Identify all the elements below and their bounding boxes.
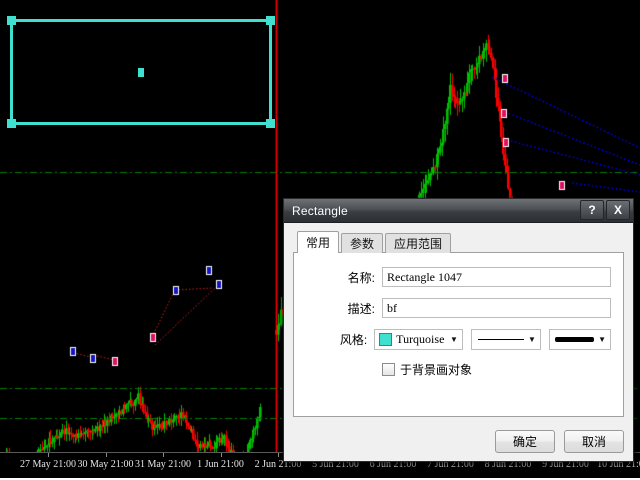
style-row: 风格: Turquoise ▼ ▼ ▼ <box>306 329 611 350</box>
chevron-down-icon: ▼ <box>450 335 458 344</box>
tab-panel-common: 名称: 描述: 风格: Turquoise ▼ <box>293 252 624 417</box>
axis-tick <box>278 453 279 457</box>
axis-label: 10 Jun 21:00 <box>597 459 640 470</box>
description-input[interactable] <box>382 298 611 318</box>
axis-label: 31 May 21:00 <box>134 459 192 470</box>
line-style-preview <box>478 339 524 340</box>
draw-in-background-checkbox[interactable] <box>382 363 395 376</box>
axis-tick <box>105 453 107 457</box>
tab-visualization[interactable]: 应用范围 <box>385 233 452 253</box>
axis-label: 2 Jun 21:00 <box>254 459 302 470</box>
axis-label: 1 Jun 21:00 <box>197 459 244 470</box>
axis-label: 30 May 21:00 <box>77 459 134 470</box>
chevron-down-icon: ▼ <box>528 335 536 344</box>
color-select[interactable]: Turquoise ▼ <box>374 329 463 350</box>
axis-bottom-rule <box>0 478 640 480</box>
axis-tick <box>48 453 49 457</box>
dialog-titlebar[interactable]: Rectangle ? X <box>284 199 633 223</box>
dialog-title: Rectangle <box>292 203 348 218</box>
color-swatch <box>379 333 393 346</box>
line-style-select[interactable]: ▼ <box>471 329 541 350</box>
axis-label: 9 Jun 21:00 <box>542 459 589 470</box>
name-label: 名称: <box>347 270 375 285</box>
rectangle-properties-dialog[interactable]: Rectangle ? X 常用 参数 应用范围 名称: 描述: <box>283 198 634 462</box>
tabstrip: 常用 参数 应用范围 <box>293 231 624 253</box>
name-input[interactable] <box>382 267 611 287</box>
name-row: 名称: <box>306 267 611 287</box>
description-row: 描述: <box>306 298 611 318</box>
dialog-body: 常用 参数 应用范围 名称: 描述: 风格: Turquoise <box>284 223 633 461</box>
tab-parameters[interactable]: 参数 <box>341 233 384 253</box>
axis-tick <box>220 453 222 457</box>
axis-label: 5 Jun 21:00 <box>312 459 359 470</box>
titlebar-buttons: ? X <box>580 200 630 220</box>
dialog-footer: 确定 取消 <box>495 430 624 453</box>
style-label: 风格: <box>339 333 368 347</box>
axis-label: 27 May 21:00 <box>19 459 77 470</box>
axis-label: 8 Jun 21:00 <box>484 459 532 470</box>
tab-common[interactable]: 常用 <box>297 231 340 253</box>
close-icon[interactable]: X <box>606 200 630 220</box>
axis-label: 6 Jun 21:00 <box>369 459 417 470</box>
line-width-preview <box>555 337 595 342</box>
ok-button[interactable]: 确定 <box>495 430 555 453</box>
line-width-select[interactable]: ▼ <box>549 329 611 350</box>
cancel-button[interactable]: 取消 <box>564 430 624 453</box>
chevron-down-icon: ▼ <box>598 335 607 344</box>
background-checkbox-row: 于背景画对象 <box>382 361 611 378</box>
draw-in-background-label[interactable]: 于背景画对象 <box>400 363 473 377</box>
axis-tick <box>163 453 164 457</box>
color-select-value: Turquoise <box>396 332 445 346</box>
help-button[interactable]: ? <box>580 200 604 220</box>
description-label: 描述: <box>347 301 375 316</box>
axis-label: 7 Jun 21:00 <box>427 459 474 470</box>
